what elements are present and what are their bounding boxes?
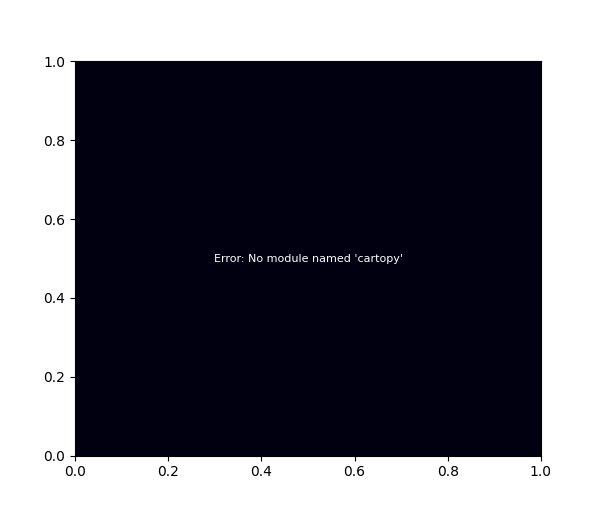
Text: Error: No module named 'cartopy': Error: No module named 'cartopy'	[213, 253, 403, 264]
